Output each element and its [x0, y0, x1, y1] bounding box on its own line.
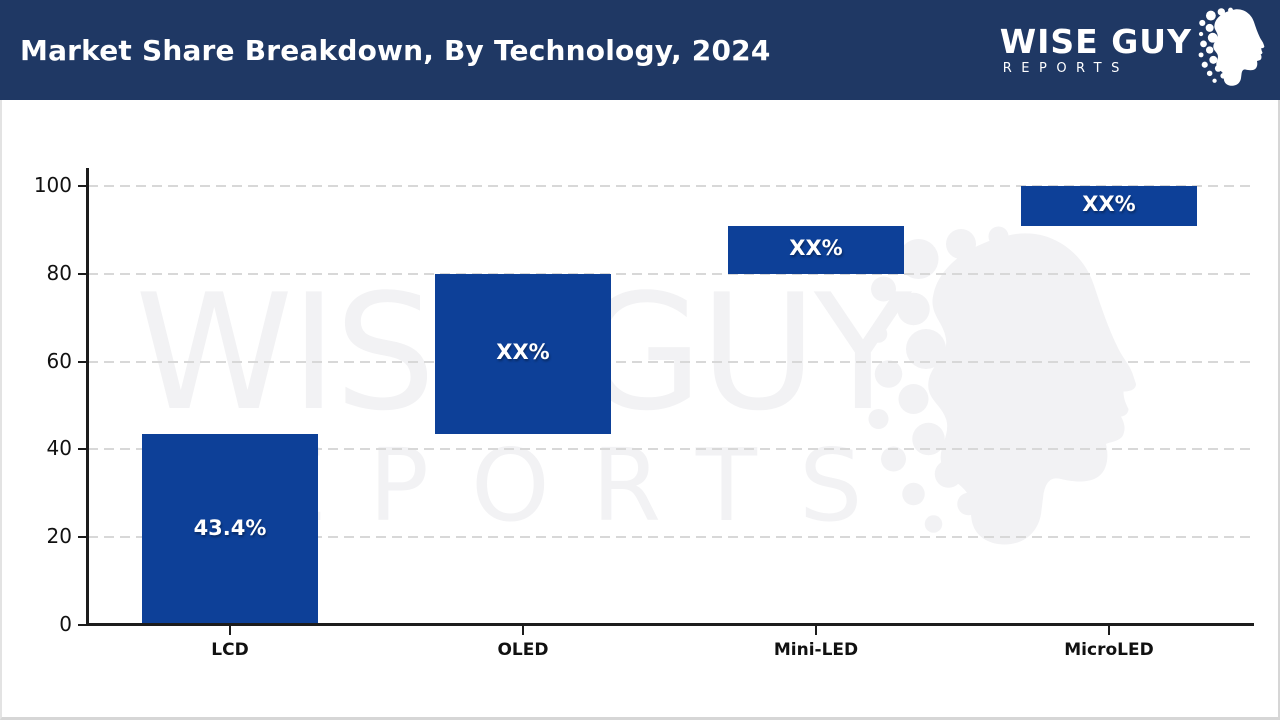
gridline-20: [88, 536, 1253, 539]
x-tick-LCD: [229, 626, 231, 635]
gridline-100: [88, 185, 1253, 187]
bar-LCD: [142, 434, 318, 625]
y-axis-line: [86, 168, 89, 626]
bar-value-label: XX%: [496, 340, 550, 365]
bar-MicroLED: [1021, 186, 1197, 226]
y-tick-0: [78, 624, 87, 626]
bar-value-label: XX%: [1082, 191, 1136, 216]
x-tick-MicroLED: [1108, 626, 1110, 635]
x-axis-label-LCD: LCD: [211, 640, 249, 660]
wise-guy-logo: WISE GUY REPORTS: [1000, 7, 1272, 93]
gridline-60: [88, 360, 1253, 363]
y-tick-label: 40: [46, 436, 72, 461]
x-axis-label-MicroLED: MicroLED: [1064, 640, 1154, 660]
bar-value-label: XX%: [789, 235, 843, 260]
x-tick-Mini-LED: [815, 626, 817, 635]
gridline-40: [88, 448, 1253, 451]
x-axis-label-OLED: OLED: [497, 640, 549, 660]
y-tick-label: 60: [46, 348, 72, 373]
x-axis-line: [86, 623, 1254, 626]
header: Market Share Breakdown, By Technology, 2…: [0, 0, 1280, 100]
y-tick-20: [78, 536, 87, 539]
y-tick-40: [78, 448, 87, 451]
logo-text: WISE GUY REPORTS: [1000, 25, 1192, 75]
y-tick-label: 80: [46, 260, 72, 285]
y-tick-100: [78, 185, 87, 187]
y-tick-label: 100: [33, 173, 72, 197]
logo-wordmark: WISE GUY: [999, 22, 1192, 61]
x-tick-OLED: [522, 626, 524, 635]
bar-value-label: 43.4%: [193, 515, 267, 540]
y-tick-80: [78, 272, 87, 275]
bar-Mini-LED: [728, 225, 904, 274]
bar-OLED: [435, 273, 611, 435]
y-tick-60: [78, 360, 87, 363]
page-title: Market Share Breakdown, By Technology, 2…: [20, 33, 771, 67]
y-tick-label: 0: [59, 612, 72, 636]
x-axis-label-Mini-LED: Mini-LED: [773, 640, 859, 660]
y-tick-label: 20: [46, 524, 72, 549]
gridline-80: [88, 272, 1253, 275]
logo-subtitle: REPORTS: [1002, 61, 1129, 76]
